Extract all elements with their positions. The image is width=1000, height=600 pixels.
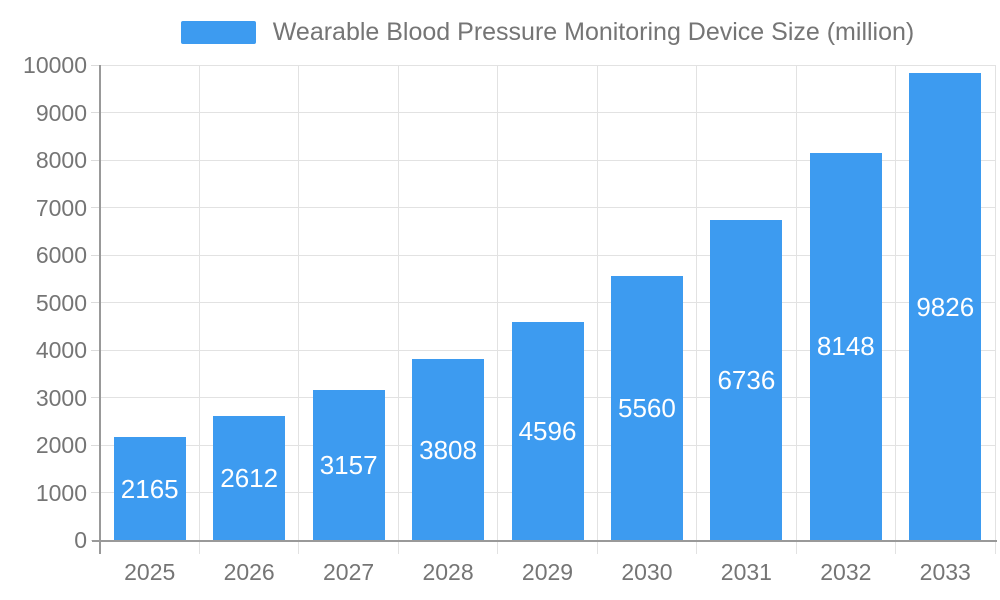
bar-value-label: 9826 — [916, 291, 975, 322]
gridline-vertical — [795, 65, 797, 540]
bar-value-label: 2165 — [120, 473, 179, 504]
x-axis-tick — [895, 542, 897, 554]
chart-title: Wearable Blood Pressure Monitoring Devic… — [272, 18, 915, 46]
bar[interactable]: 3808 — [412, 359, 485, 540]
y-axis-tick — [91, 207, 99, 208]
x-axis-label: 2031 — [720, 559, 772, 585]
bar[interactable]: 4596 — [511, 321, 584, 540]
bar-value-label: 4596 — [518, 415, 577, 446]
gridline-horizontal — [100, 254, 995, 256]
x-axis-label: 2027 — [323, 559, 375, 585]
chart-legend[interactable]: Wearable Blood Pressure Monitoring Devic… — [100, 16, 995, 48]
gridline-vertical — [895, 65, 897, 540]
y-axis-line — [99, 65, 101, 554]
x-axis-tick — [397, 542, 399, 554]
y-axis-tick — [91, 349, 99, 351]
x-axis-label: 2029 — [521, 559, 574, 585]
gridline-horizontal — [100, 112, 995, 113]
bar-value-label: 6736 — [717, 365, 776, 396]
y-axis-label: 10000 — [23, 52, 87, 78]
bar[interactable]: 3157 — [312, 390, 385, 540]
x-axis-label: 2033 — [919, 559, 971, 585]
gridline-horizontal — [100, 207, 995, 208]
x-axis-label: 2026 — [223, 559, 275, 585]
x-axis-tick — [696, 542, 698, 554]
x-axis-label: 2025 — [124, 559, 176, 585]
x-axis-tick — [994, 542, 996, 554]
x-axis-tick — [198, 542, 200, 554]
bar-value-label: 3157 — [319, 450, 378, 481]
y-axis-label: 2000 — [35, 432, 87, 458]
y-axis-tick — [91, 254, 99, 256]
y-axis-label: 5000 — [35, 289, 87, 316]
y-axis-label: 9000 — [35, 99, 87, 126]
bar[interactable]: 9826 — [909, 73, 982, 540]
x-axis-tick — [596, 542, 598, 554]
bar[interactable]: 8148 — [809, 152, 882, 540]
bar[interactable]: 2165 — [113, 437, 186, 540]
bar[interactable]: 5560 — [610, 275, 683, 540]
y-axis-tick — [91, 112, 99, 113]
x-axis-label: 2032 — [820, 559, 872, 585]
gridline-vertical — [596, 65, 598, 540]
x-axis-tick — [497, 542, 499, 554]
gridline-vertical — [198, 65, 200, 540]
gridline-vertical — [397, 65, 399, 540]
gridline-vertical — [497, 65, 499, 540]
y-axis-label: 1000 — [35, 479, 87, 506]
y-axis-tick — [91, 444, 99, 446]
gridline-vertical — [298, 65, 300, 540]
x-axis-label: 2030 — [621, 559, 673, 585]
y-axis-label: 8000 — [35, 147, 87, 173]
x-axis-tick — [298, 542, 300, 554]
y-axis-label: 7000 — [35, 194, 87, 221]
gridline-horizontal — [100, 159, 995, 161]
y-axis-tick — [91, 159, 99, 161]
x-axis-tick — [795, 542, 797, 554]
bar-value-label: 8148 — [816, 331, 875, 362]
plot-area: 0 1000 2000 3000 4000 5000 6000 7000 8000 9000 100… — [23, 52, 997, 585]
x-axis-label: 2028 — [422, 559, 474, 585]
bar[interactable]: 6736 — [710, 220, 783, 540]
bar-value-label: 5560 — [618, 392, 676, 423]
gridline-horizontal — [100, 64, 995, 66]
y-axis-label: 3000 — [35, 384, 87, 411]
x-axis-line — [92, 540, 997, 542]
gridline-vertical — [696, 65, 698, 540]
bar[interactable]: 2612 — [213, 415, 286, 540]
gridline-vertical — [994, 65, 996, 540]
y-axis-label: 0 — [74, 527, 87, 553]
y-axis-tick — [91, 64, 99, 66]
y-axis-tick — [91, 492, 99, 493]
bar-value-label: 3808 — [419, 434, 477, 465]
legend-swatch-icon — [180, 20, 256, 44]
bar-value-label: 2612 — [220, 462, 279, 493]
y-axis-label: 6000 — [35, 242, 87, 268]
y-axis-tick — [91, 302, 99, 303]
y-axis-label: 4000 — [35, 337, 87, 363]
gridline-horizontal — [100, 302, 995, 303]
y-axis-tick — [91, 397, 99, 398]
